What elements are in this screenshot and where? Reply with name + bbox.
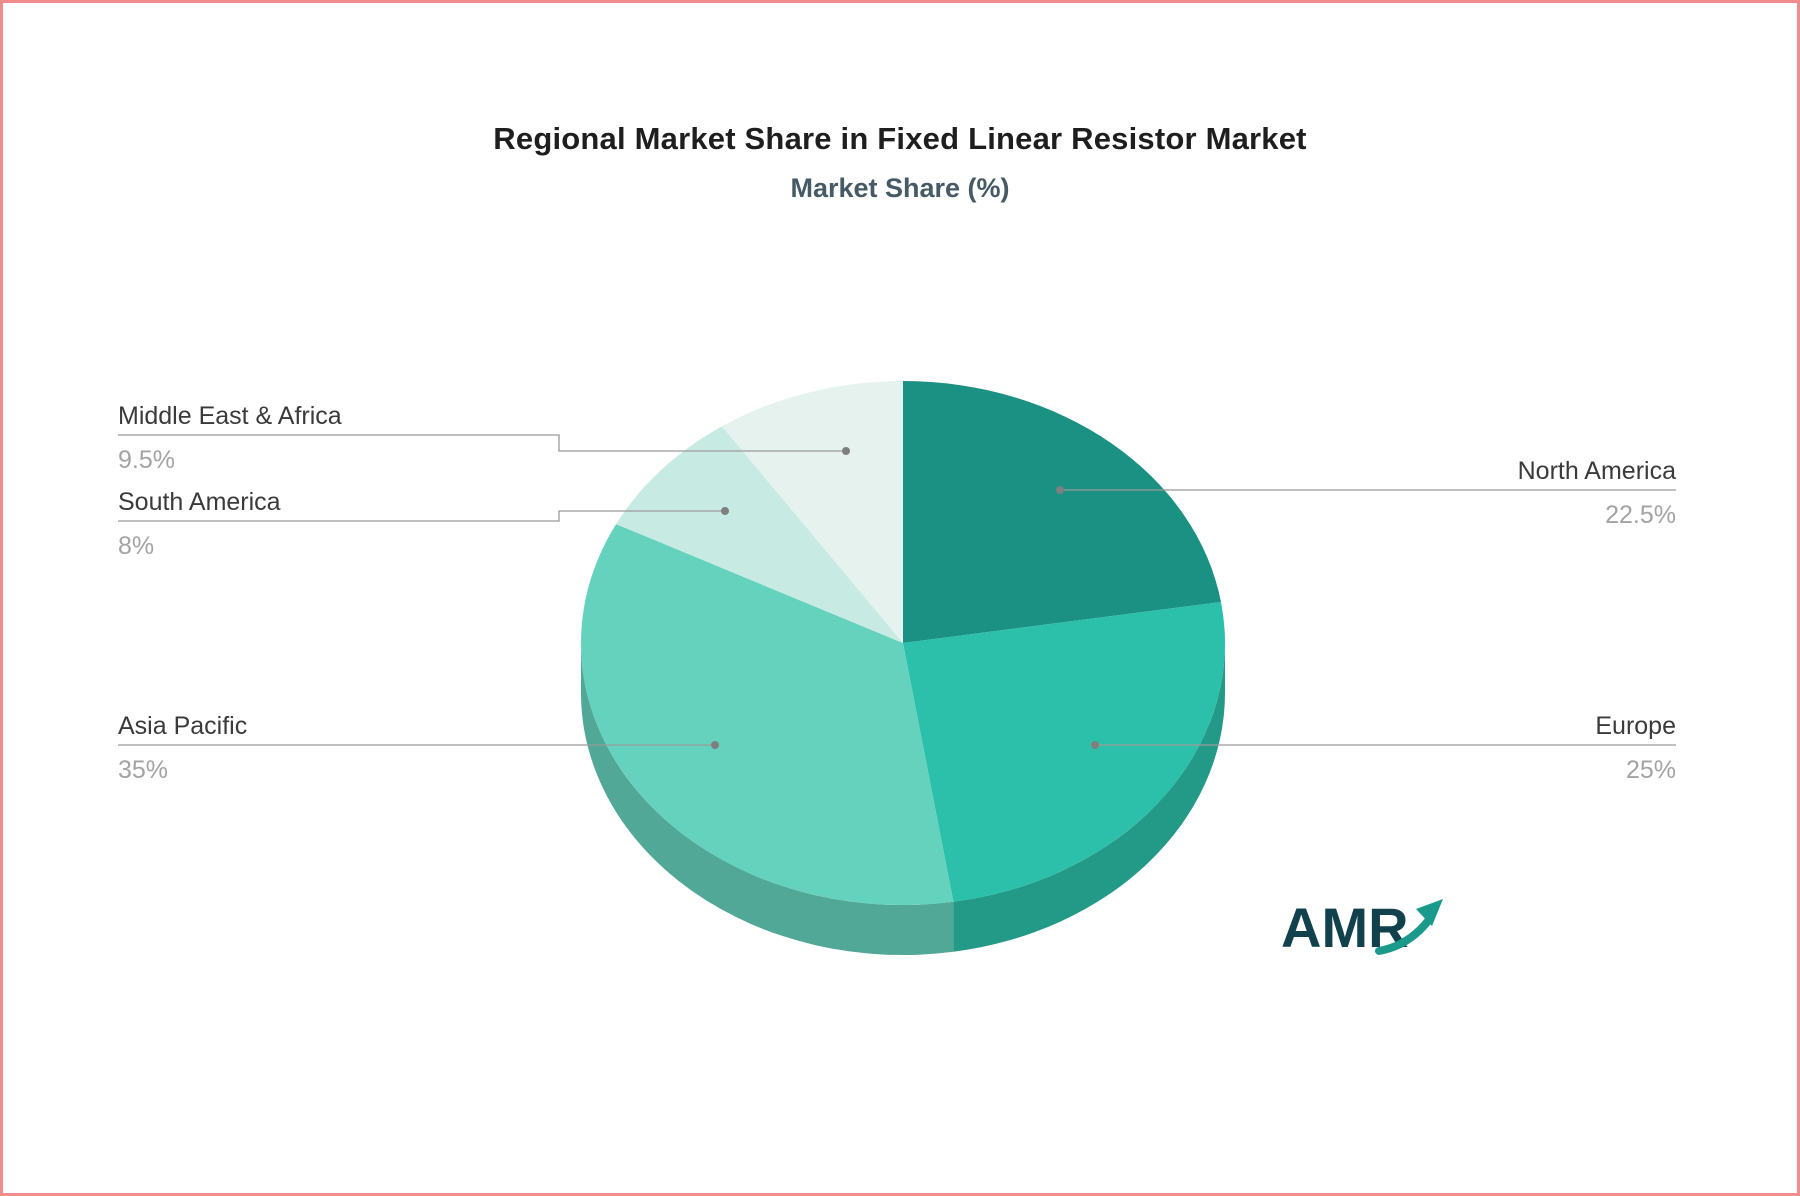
slice-value-middle-east-africa: 9.5% [118,446,175,474]
chart-title: Regional Market Share in Fixed Linear Re… [493,121,1307,156]
callout-dot-europe [1091,741,1099,749]
slice-value-europe: 25% [1626,756,1676,784]
callout-line-south-america [118,510,725,522]
callout-line-middle-east-africa [118,434,846,452]
chart-subtitle: Market Share (%) [790,173,1010,203]
amr-logo-arrowhead-icon [1416,899,1443,926]
callout-dot-north-america [1056,486,1064,494]
callout-dot-south-america [721,507,729,515]
pie-slice-europe [903,602,1225,902]
slice-label-middle-east-africa: Middle East & Africa [118,402,342,430]
amr-logo-arrow-icon [1375,913,1435,955]
pie-slice-north-america [903,381,1221,643]
slice-label-europe: Europe [1595,712,1676,740]
pie-chart: North America 22.5% Europe 25% Asia Pacific 3… [118,381,1676,956]
amr-logo: AMR [1281,896,1443,959]
slice-label-south-america: South America [118,488,281,516]
pie-slice-middle-east-africa [722,381,903,643]
pie-slice-side-europe [953,643,1225,952]
slice-value-north-america: 22.5% [1605,501,1676,529]
slice-value-asia-pacific: 35% [118,756,168,784]
callout-dot-asia-pacific [711,741,719,749]
slice-label-north-america: North America [1518,457,1676,485]
pie-slice-south-america [616,426,903,643]
pie-slice-side-asia-pacific [581,643,954,956]
callout-dot-middle-east-africa [842,447,850,455]
slice-value-south-america: 8% [118,532,154,560]
pie-slice-asia-pacific [581,524,954,906]
slice-label-asia-pacific: Asia Pacific [118,712,247,740]
